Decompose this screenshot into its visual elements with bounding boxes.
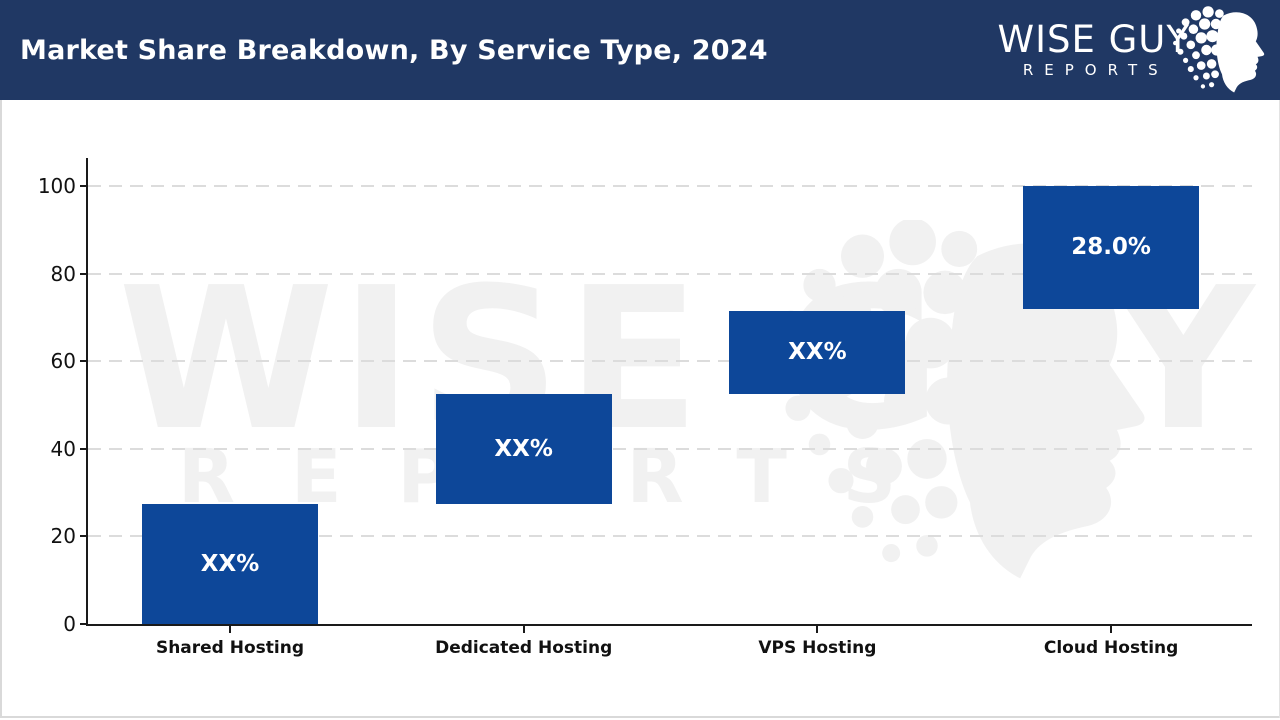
x-category-label-3: Cloud Hosting xyxy=(1043,638,1179,658)
bar-value-label: XX% xyxy=(788,339,847,366)
y-tick-label-0: 0 xyxy=(63,612,76,636)
y-tick-mark-100 xyxy=(80,185,88,187)
bar-vps-hosting: XX% xyxy=(729,310,906,395)
gridline-100 xyxy=(88,185,1252,187)
bottom-divider xyxy=(0,716,1280,718)
left-divider xyxy=(0,100,2,718)
brand-logo-text: WISE GUY REPORTS xyxy=(997,17,1190,80)
x-category-label-0: Shared Hosting xyxy=(155,638,305,658)
x-tick-mark-0 xyxy=(229,626,231,633)
y-axis-line xyxy=(86,158,88,626)
x-tick-mark-2 xyxy=(816,626,819,633)
bar-value-label: 28.0% xyxy=(1071,234,1151,261)
bar-value-label: XX% xyxy=(200,550,260,577)
bar-value-label: XX% xyxy=(494,435,553,462)
y-tick-label-80: 80 xyxy=(50,261,76,286)
y-tick-label-20: 20 xyxy=(50,524,76,549)
bar-cloud-hosting: 28.0% xyxy=(1023,186,1200,309)
y-tick-mark-80 xyxy=(80,272,88,275)
x-tick-mark-1 xyxy=(522,626,525,633)
x-tick-mark-3 xyxy=(1110,626,1113,633)
brand-logo: WISE GUY REPORTS xyxy=(998,0,1274,100)
y-tick-mark-40 xyxy=(80,447,88,450)
gridline-20 xyxy=(88,535,1252,538)
y-tick-mark-20 xyxy=(80,535,88,538)
x-axis-line xyxy=(86,624,1252,626)
x-category-label-2: VPS Hosting xyxy=(758,638,877,658)
x-category-label-1: Dedicated Hosting xyxy=(435,638,613,658)
page-title: Market Share Breakdown, By Service Type,… xyxy=(20,34,768,66)
header-bar: Market Share Breakdown, By Service Type,… xyxy=(0,0,1280,100)
brand-subname: REPORTS xyxy=(1022,61,1169,80)
y-tick-label-60: 60 xyxy=(50,349,76,374)
y-tick-label-40: 40 xyxy=(50,436,76,461)
gridline-60 xyxy=(88,360,1252,363)
brand-name: WISE GUY xyxy=(997,17,1190,61)
gridline-80 xyxy=(88,272,1252,275)
wise-guy-head-icon xyxy=(1173,6,1265,93)
bar-shared-hosting: XX% xyxy=(142,503,318,624)
y-tick-label-100: 100 xyxy=(37,174,76,198)
y-tick-mark-0 xyxy=(80,623,88,625)
y-tick-mark-60 xyxy=(80,360,88,363)
bar-dedicated-hosting: XX% xyxy=(435,394,612,504)
gridline-40 xyxy=(88,447,1252,450)
